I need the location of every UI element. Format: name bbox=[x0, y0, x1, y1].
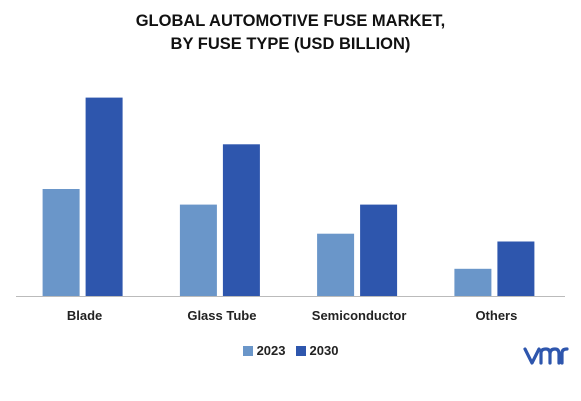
bar-2023-others bbox=[454, 268, 492, 296]
chart-title: GLOBAL AUTOMOTIVE FUSE MARKET, BY FUSE T… bbox=[0, 10, 581, 56]
chart-title-line-1: GLOBAL AUTOMOTIVE FUSE MARKET, bbox=[135, 12, 446, 30]
vmr-logo-icon bbox=[523, 347, 569, 365]
bar-2030-blade bbox=[85, 97, 123, 296]
x-tick-label: Blade bbox=[67, 308, 102, 323]
bar-2023-glass-tube bbox=[179, 204, 217, 296]
bar-2023-semiconductor bbox=[317, 233, 355, 296]
legend-item-2030: 2030 bbox=[295, 343, 339, 358]
x-tick-label: Others bbox=[475, 308, 517, 323]
bar-2030-glass-tube bbox=[222, 144, 260, 296]
bar-2030-semiconductor bbox=[360, 204, 398, 296]
chart-title-line-2: BY FUSE TYPE (USD BILLION) bbox=[170, 35, 411, 53]
x-tick-label: Semiconductor bbox=[312, 308, 407, 323]
bar-2023-blade bbox=[42, 189, 80, 296]
legend-swatch-2023 bbox=[242, 345, 253, 356]
legend-item-2023: 2023 bbox=[242, 343, 286, 358]
legend-label-2030: 2030 bbox=[309, 343, 339, 358]
x-tick-label: Glass Tube bbox=[187, 308, 256, 323]
legend-label-2023: 2023 bbox=[256, 343, 286, 358]
chart-legend: 2023 2030 bbox=[0, 343, 581, 358]
bar-2030-others bbox=[497, 241, 535, 296]
legend-swatch-2030 bbox=[295, 345, 306, 356]
